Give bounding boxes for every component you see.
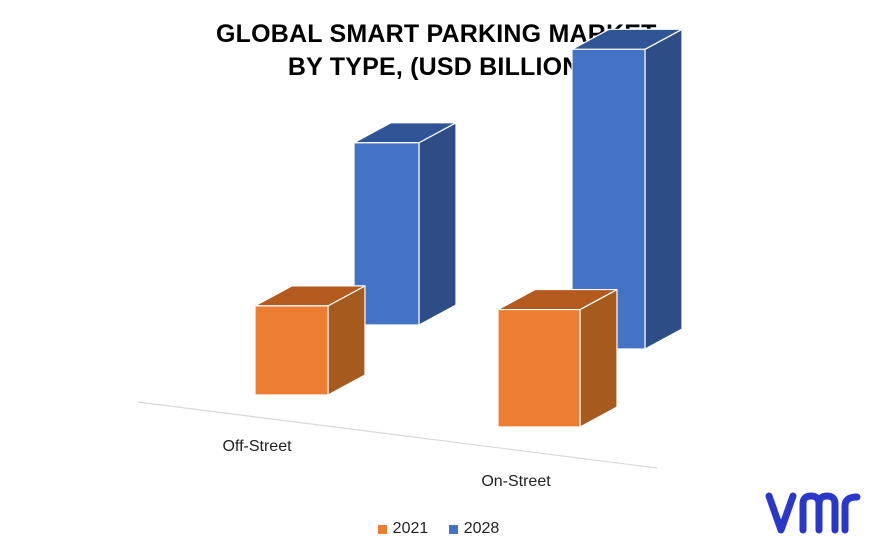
bar-on-street-2021: [497, 288, 618, 428]
bar-on-street-2028-front: [571, 48, 646, 350]
bar-on-street-2021-side: [579, 288, 618, 428]
chart-title-line-2: BY TYPE, (USD BILLION): [287, 53, 590, 81]
bar-off-street-2021-front: [254, 305, 329, 396]
category-axis-line: [137, 401, 658, 469]
bar-on-street-2021-front: [497, 308, 581, 428]
bar-on-street-2028-side: [644, 28, 683, 350]
chart-legend: 2021 2028: [0, 520, 877, 538]
legend-swatch-2028: [448, 524, 458, 534]
legend-label-2021: 2021: [392, 520, 429, 537]
bar-off-street-2028-front: [353, 142, 420, 326]
legend-swatch-2021: [377, 524, 387, 534]
legend-label-2028: 2028: [463, 520, 500, 537]
bar-off-street-2028-side: [418, 122, 457, 326]
category-label-off-street: Off-Street: [222, 438, 292, 455]
bar-on-street-2028: [571, 28, 683, 350]
legend-item-2021: 2021: [377, 520, 429, 538]
vmr-logo-icon: [765, 492, 861, 534]
bar-off-street-2028: [353, 122, 457, 326]
chart-title: GLOBAL SMART PARKING MARKET, BY TYPE, (U…: [0, 18, 877, 84]
category-label-on-street: On-Street: [481, 473, 551, 490]
bars-layer: [254, 28, 683, 428]
legend-item-2028: 2028: [448, 520, 500, 538]
bar-off-street-2021: [254, 285, 366, 396]
